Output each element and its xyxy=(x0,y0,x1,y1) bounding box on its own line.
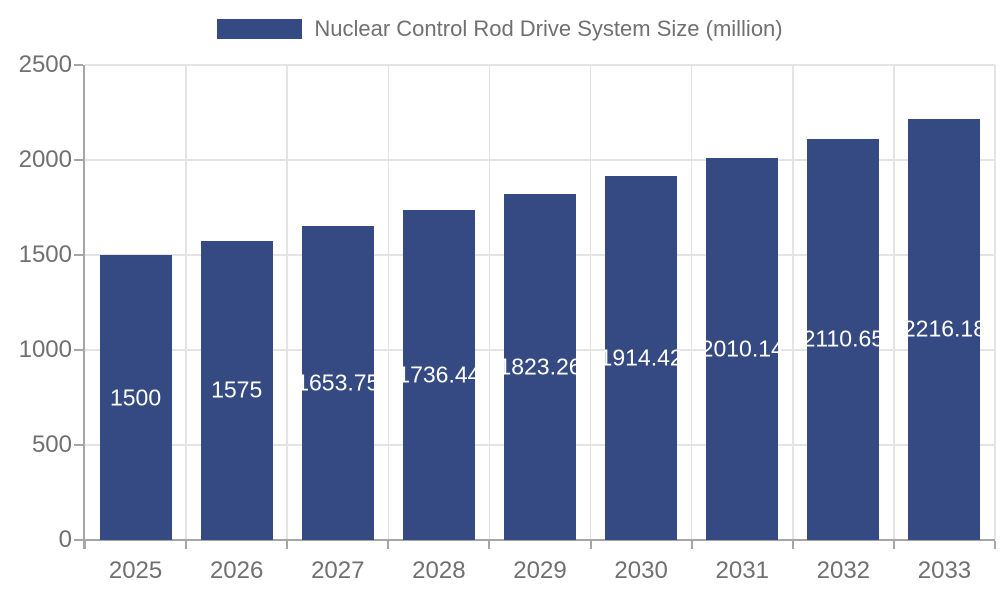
y-tick-label: 1500 xyxy=(18,241,72,268)
x-axis-tick xyxy=(994,541,996,549)
y-axis-tick xyxy=(74,349,83,351)
bar-label: 1914.42 xyxy=(599,344,683,371)
bar-label: 2110.65 xyxy=(802,325,885,352)
x-tick-label: 2027 xyxy=(311,557,365,584)
y-tick-label: 1000 xyxy=(18,336,72,363)
x-axis-tick xyxy=(185,541,188,549)
bar-label: 1736.44 xyxy=(397,361,481,388)
bar-label: 2010.14 xyxy=(700,335,784,362)
bar[interactable] xyxy=(605,176,678,540)
bar[interactable] xyxy=(99,255,172,540)
legend-item[interactable]: Nuclear Control Rod Drive System Size (m… xyxy=(217,16,783,42)
x-axis-tick xyxy=(286,541,289,549)
x-tick-label: 2033 xyxy=(917,557,972,584)
bar[interactable] xyxy=(301,225,374,540)
v-gridline xyxy=(185,65,187,540)
x-tick-label: 2026 xyxy=(209,557,264,584)
x-axis-tick xyxy=(589,541,592,549)
bar-label: 1823.26 xyxy=(498,353,582,380)
y-axis-tick xyxy=(74,539,83,541)
legend: Nuclear Control Rod Drive System Size (m… xyxy=(0,16,1000,42)
y-axis-line xyxy=(83,65,85,549)
y-tick-label: 0 xyxy=(58,526,72,553)
y-axis-tick xyxy=(74,254,83,256)
v-gridline xyxy=(792,65,794,540)
v-gridline xyxy=(690,65,693,540)
bar[interactable] xyxy=(504,193,576,540)
y-tick-label: 2000 xyxy=(18,146,72,173)
y-axis-tick xyxy=(74,64,83,66)
bar[interactable] xyxy=(200,240,273,540)
h-gridline xyxy=(85,159,995,161)
v-gridline xyxy=(893,65,895,540)
x-axis-line xyxy=(83,539,995,541)
v-gridline xyxy=(994,65,996,540)
bar-label: 2216.18 xyxy=(902,315,987,342)
bar[interactable] xyxy=(908,118,981,540)
x-tick-label: 2031 xyxy=(715,557,769,584)
bar[interactable] xyxy=(807,138,880,540)
x-axis-tick xyxy=(488,541,491,549)
x-tick-label: 2032 xyxy=(816,557,871,584)
bar-label: 1575 xyxy=(211,376,263,403)
x-axis-tick xyxy=(791,541,794,549)
v-gridline xyxy=(488,65,491,540)
y-tick-label: 500 xyxy=(31,431,72,458)
x-axis-tick xyxy=(84,541,86,549)
legend-label: Nuclear Control Rod Drive System Size (m… xyxy=(314,16,783,41)
bar[interactable] xyxy=(402,210,475,540)
x-tick-label: 2025 xyxy=(108,557,163,584)
x-axis-tick xyxy=(690,541,693,549)
v-gridline xyxy=(286,65,288,540)
x-tick-label: 2030 xyxy=(614,557,668,584)
legend-swatch xyxy=(217,19,303,39)
y-tick-label: 2500 xyxy=(18,51,72,78)
x-tick-label: 2029 xyxy=(513,557,567,584)
y-axis-tick xyxy=(74,444,83,446)
bar-label: 1500 xyxy=(109,384,162,410)
h-gridline xyxy=(85,64,995,66)
x-axis-tick xyxy=(892,541,895,549)
x-axis-tick xyxy=(387,541,390,549)
x-tick-label: 2028 xyxy=(412,557,466,584)
bar-label: 1653.75 xyxy=(296,369,380,396)
bar[interactable] xyxy=(706,158,779,540)
v-gridline xyxy=(589,65,592,540)
v-gridline xyxy=(387,65,390,540)
y-axis-tick xyxy=(74,159,83,161)
